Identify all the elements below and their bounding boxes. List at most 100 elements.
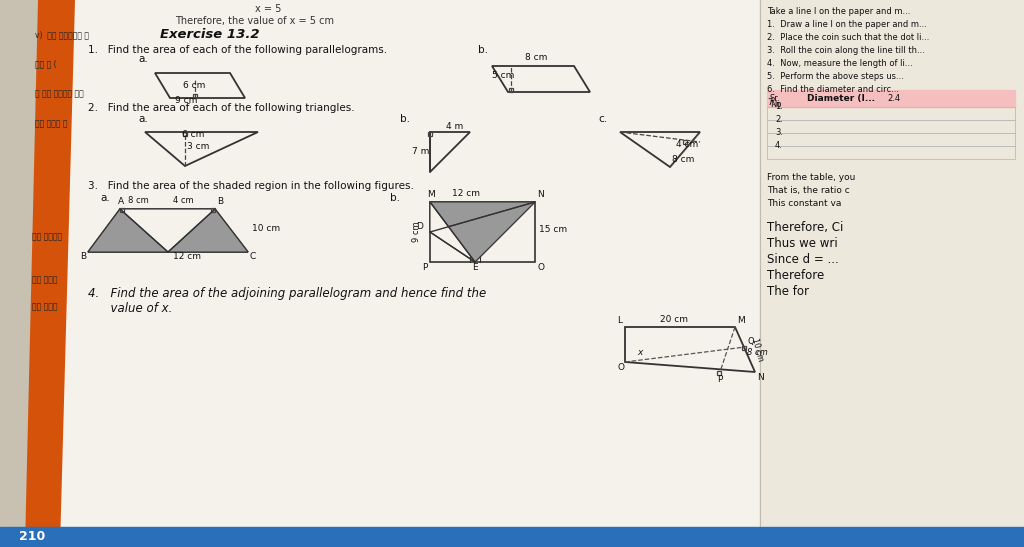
Text: 8 cm: 8 cm <box>128 196 148 205</box>
Text: 7.: 7. <box>767 98 775 107</box>
Polygon shape <box>430 202 475 262</box>
Text: Thus we wri: Thus we wri <box>767 237 838 250</box>
Polygon shape <box>168 209 248 252</box>
Text: A: A <box>118 197 124 206</box>
Bar <box>717 371 721 375</box>
Bar <box>55 0 765 529</box>
Text: x: x <box>637 348 642 357</box>
Text: 7 m: 7 m <box>412 147 429 156</box>
Text: value of x.: value of x. <box>88 302 172 315</box>
Text: B: B <box>80 252 86 261</box>
Text: Q: Q <box>748 337 755 346</box>
Text: 3 cm: 3 cm <box>187 142 209 151</box>
Text: 2.: 2. <box>775 115 783 124</box>
Polygon shape <box>430 202 535 262</box>
Bar <box>767 133 1015 146</box>
Text: 6 cm: 6 cm <box>182 130 204 139</box>
Text: b.: b. <box>390 193 400 203</box>
Text: 3.  Roll the coin along the line till th...: 3. Roll the coin along the line till th.… <box>767 46 925 55</box>
Text: Diameter (I...: Diameter (I... <box>807 94 874 103</box>
Text: L: L <box>617 316 622 325</box>
Bar <box>0 0 42 547</box>
Text: O: O <box>537 263 544 272</box>
Text: x = 5: x = 5 <box>255 4 282 14</box>
Text: D: D <box>416 222 423 231</box>
Text: Therefore, the value of x = 5 cm: Therefore, the value of x = 5 cm <box>175 16 334 26</box>
Polygon shape <box>120 209 215 252</box>
Bar <box>183 132 187 136</box>
Bar <box>742 346 746 350</box>
Text: M: M <box>427 190 435 199</box>
Text: Take a line l on the paper and m...: Take a line l on the paper and m... <box>767 7 910 16</box>
Text: Exercise 13.2: Exercise 13.2 <box>160 28 260 41</box>
Text: 210: 210 <box>18 531 45 544</box>
Text: 15 cm: 15 cm <box>539 225 567 234</box>
Text: 3.: 3. <box>775 128 783 137</box>
Bar <box>120 208 124 212</box>
Text: E: E <box>472 263 477 272</box>
Text: 2.   Find the area of each of the following triangles.: 2. Find the area of each of the followin… <box>88 103 354 113</box>
Text: 10 cm: 10 cm <box>252 224 281 233</box>
Text: 6.  Find the diameter and circ...: 6. Find the diameter and circ... <box>767 85 899 94</box>
Polygon shape <box>430 202 535 262</box>
Text: 5 cm: 5 cm <box>492 71 514 80</box>
Text: The for: The for <box>767 285 809 298</box>
Text: Therefore, Ci: Therefore, Ci <box>767 221 844 234</box>
Bar <box>211 208 215 212</box>
Text: This constant va: This constant va <box>767 199 842 208</box>
Text: v)  एक राज्य द: v) एक राज्य द <box>35 31 89 39</box>
Bar <box>193 94 197 98</box>
Text: P: P <box>717 375 722 384</box>
Bar <box>428 132 432 136</box>
Text: 10 cm: 10 cm <box>750 337 765 362</box>
Bar <box>683 140 687 144</box>
Text: 5.  Perform the above steps us...: 5. Perform the above steps us... <box>767 72 904 81</box>
Text: 8 cm: 8 cm <box>525 53 548 62</box>
Text: 1.  Draw a line l on the paper and m...: 1. Draw a line l on the paper and m... <box>767 20 927 29</box>
Text: Since d = ...: Since d = ... <box>767 253 839 266</box>
Bar <box>762 0 1024 529</box>
Text: P: P <box>422 263 427 272</box>
Text: No: No <box>770 100 781 109</box>
Text: 12 cm: 12 cm <box>452 189 480 198</box>
Bar <box>767 120 1015 133</box>
Text: N: N <box>537 190 544 199</box>
Text: O: O <box>617 363 624 372</box>
Text: Therefore: Therefore <box>767 269 824 282</box>
Text: चन ई (: चन ई ( <box>35 60 56 68</box>
Polygon shape <box>25 0 75 547</box>
Text: From the table, you: From the table, you <box>767 173 855 182</box>
Text: 8 cm: 8 cm <box>672 155 694 164</box>
Text: a.: a. <box>138 54 147 64</box>
Bar <box>767 90 1015 107</box>
Text: 2.  Place the coin such that the dot li...: 2. Place the coin such that the dot li..… <box>767 33 930 42</box>
Text: 4.: 4. <box>775 141 783 150</box>
Text: Sr.: Sr. <box>770 94 780 103</box>
Text: M: M <box>737 316 744 325</box>
Text: 12 cm: 12 cm <box>173 252 201 261</box>
Text: 9 cm: 9 cm <box>412 222 421 242</box>
Text: 20 cm: 20 cm <box>660 315 688 324</box>
Text: N: N <box>757 373 764 382</box>
Bar <box>509 88 513 92</box>
Text: 4.  Now, measure the length of li...: 4. Now, measure the length of li... <box>767 59 912 68</box>
Text: c.: c. <box>598 114 607 124</box>
Text: 4 cm: 4 cm <box>173 196 194 205</box>
Bar <box>767 146 1015 159</box>
Text: 3.   Find the area of the shaded region in the following figures.: 3. Find the area of the shaded region in… <box>88 181 414 191</box>
Polygon shape <box>88 209 168 252</box>
Text: C: C <box>250 252 256 261</box>
Bar <box>767 107 1015 120</box>
Text: वो रहे: वो रहे <box>32 302 57 311</box>
Text: a.: a. <box>100 193 110 203</box>
Text: 4.   Find the area of the adjoining parallelogram and hence find the: 4. Find the area of the adjoining parall… <box>88 287 486 300</box>
Text: B: B <box>217 197 223 206</box>
Text: 1.: 1. <box>775 102 783 111</box>
Text: a.: a. <box>138 114 147 124</box>
Text: 4 m: 4 m <box>446 122 463 131</box>
Text: 2.4: 2.4 <box>887 94 900 103</box>
Text: 1.   Find the area of each of the following parallelograms.: 1. Find the area of each of the followin… <box>88 45 387 55</box>
Text: b.: b. <box>478 45 488 55</box>
Text: b.: b. <box>400 114 410 124</box>
Text: 9 cm: 9 cm <box>175 96 198 105</box>
